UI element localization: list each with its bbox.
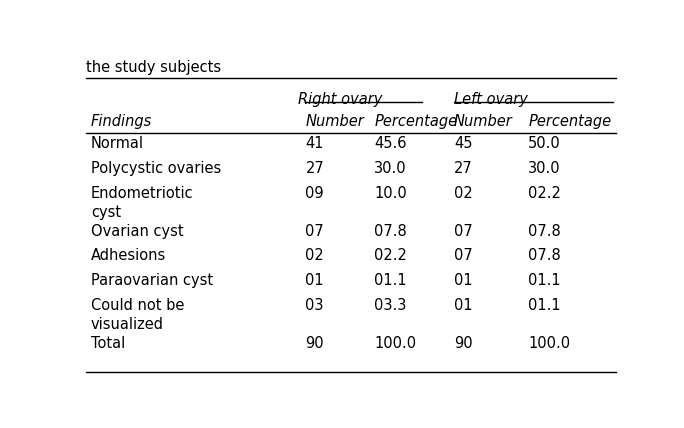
- Text: 27: 27: [454, 161, 473, 176]
- Text: 07.8: 07.8: [528, 248, 561, 264]
- Text: 45: 45: [454, 137, 473, 152]
- Text: Paraovarian cyst: Paraovarian cyst: [91, 273, 213, 288]
- Text: Percentage: Percentage: [374, 114, 458, 129]
- Text: 01.1: 01.1: [528, 273, 561, 288]
- Text: 90: 90: [454, 336, 473, 351]
- Text: 01: 01: [454, 298, 473, 313]
- Text: 30.0: 30.0: [528, 161, 561, 176]
- Text: 07: 07: [454, 224, 473, 239]
- Text: the study subjects: the study subjects: [86, 59, 221, 74]
- Text: 07.8: 07.8: [528, 224, 561, 239]
- Text: 01: 01: [306, 273, 324, 288]
- Text: Right ovary: Right ovary: [298, 92, 382, 107]
- Text: 45.6: 45.6: [374, 137, 407, 152]
- Text: Number: Number: [306, 114, 365, 129]
- Text: 03.3: 03.3: [374, 298, 407, 313]
- Text: 07: 07: [306, 224, 324, 239]
- Text: 01: 01: [454, 273, 473, 288]
- Text: Normal: Normal: [91, 137, 144, 152]
- Text: Endometriotic
cyst: Endometriotic cyst: [91, 186, 194, 220]
- Text: Total: Total: [91, 336, 125, 351]
- Text: Left ovary: Left ovary: [454, 92, 528, 107]
- Text: 02: 02: [306, 248, 324, 264]
- Text: 100.0: 100.0: [374, 336, 417, 351]
- Text: 02.2: 02.2: [374, 248, 407, 264]
- Text: Could not be
visualized: Could not be visualized: [91, 298, 184, 332]
- Text: 03: 03: [306, 298, 324, 313]
- Text: 01.1: 01.1: [528, 298, 561, 313]
- Text: 41: 41: [306, 137, 324, 152]
- Text: 30.0: 30.0: [374, 161, 407, 176]
- Text: 100.0: 100.0: [528, 336, 570, 351]
- Text: 01.1: 01.1: [374, 273, 407, 288]
- Text: 07: 07: [454, 248, 473, 264]
- Text: Ovarian cyst: Ovarian cyst: [91, 224, 183, 239]
- Text: 07.8: 07.8: [374, 224, 407, 239]
- Text: Findings: Findings: [91, 114, 152, 129]
- Text: 90: 90: [306, 336, 324, 351]
- Text: 02.2: 02.2: [528, 186, 561, 201]
- Text: Polycystic ovaries: Polycystic ovaries: [91, 161, 221, 176]
- Text: 50.0: 50.0: [528, 137, 561, 152]
- Text: Number: Number: [454, 114, 513, 129]
- Text: 02: 02: [454, 186, 473, 201]
- Text: 27: 27: [306, 161, 324, 176]
- Text: 09: 09: [306, 186, 324, 201]
- Text: 10.0: 10.0: [374, 186, 407, 201]
- Text: Adhesions: Adhesions: [91, 248, 166, 264]
- Text: Percentage: Percentage: [528, 114, 611, 129]
